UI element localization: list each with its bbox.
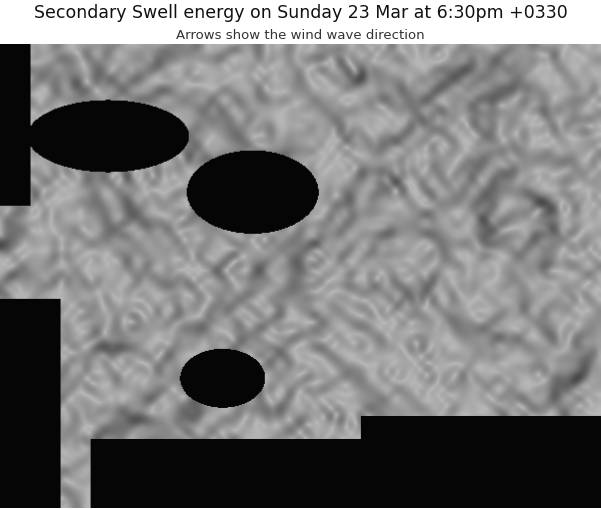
Text: Secondary Swell energy on Sunday 23 Mar at 6:30pm +0330: Secondary Swell energy on Sunday 23 Mar … xyxy=(34,4,567,22)
Text: Arrows show the wind wave direction: Arrows show the wind wave direction xyxy=(176,29,425,42)
